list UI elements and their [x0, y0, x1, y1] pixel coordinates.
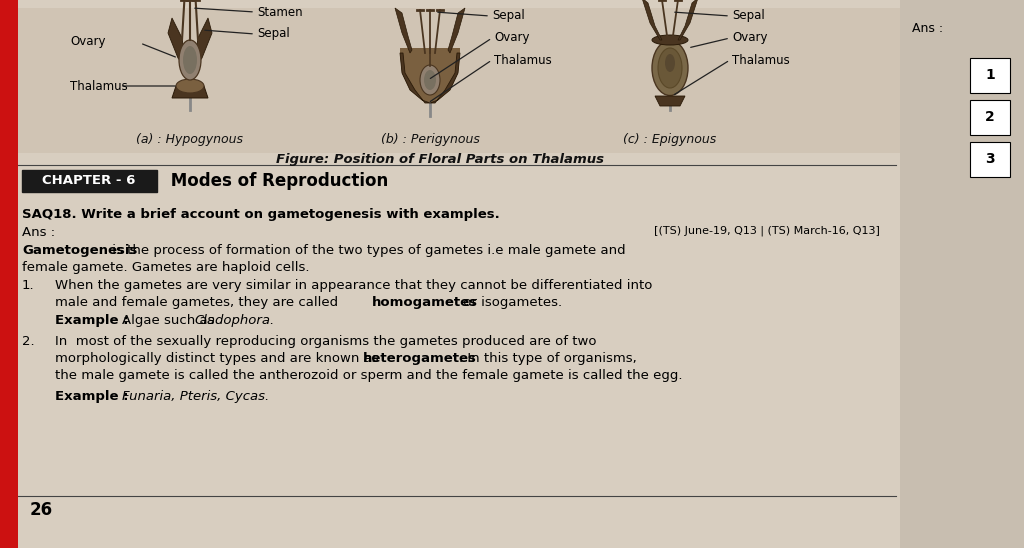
Text: Thalamus: Thalamus [732, 54, 790, 66]
Ellipse shape [420, 65, 440, 95]
Ellipse shape [176, 79, 204, 93]
Text: Algae such as: Algae such as [122, 314, 219, 327]
Polygon shape [400, 53, 430, 103]
Text: (b) : Perigynous: (b) : Perigynous [381, 134, 479, 146]
Text: Sepal: Sepal [732, 9, 765, 22]
Polygon shape [449, 8, 465, 53]
Text: Ans :: Ans : [912, 21, 943, 35]
Text: [(TS) June-19, Q13 | (TS) March-16, Q13]: [(TS) June-19, Q13 | (TS) March-16, Q13] [654, 226, 880, 237]
Ellipse shape [665, 54, 675, 72]
Text: the male gamete is called the antherozoid or sperm and the female gamete is call: the male gamete is called the antherozoi… [55, 369, 683, 382]
Text: or isogametes.: or isogametes. [459, 296, 562, 309]
Polygon shape [400, 48, 460, 103]
Polygon shape [172, 86, 208, 98]
Bar [900, 0, 1024, 548]
Text: Figure: Position of Floral Parts on Thalamus: Figure: Position of Floral Parts on Thal… [276, 153, 604, 166]
Polygon shape [642, 0, 662, 40]
Text: (c) : Epigynous: (c) : Epigynous [624, 134, 717, 146]
Bar [970, 142, 1010, 177]
Ellipse shape [652, 41, 688, 95]
Bar [970, 58, 1010, 93]
Ellipse shape [658, 48, 682, 88]
Text: Ans :: Ans : [22, 226, 55, 239]
Text: In  most of the sexually reproducing organisms the gametes produced are of two: In most of the sexually reproducing orga… [55, 335, 597, 348]
Text: (a) : Hypogynous: (a) : Hypogynous [136, 134, 244, 146]
Text: 3: 3 [985, 152, 994, 166]
Text: male and female gametes, they are called: male and female gametes, they are called [55, 296, 342, 309]
Polygon shape [678, 0, 698, 40]
Text: Ovary: Ovary [732, 31, 768, 44]
Polygon shape [190, 18, 212, 73]
Text: morphologically distinct types and are known as: morphologically distinct types and are k… [55, 352, 383, 365]
Text: heterogametes: heterogametes [362, 352, 477, 365]
Text: Ovary: Ovary [70, 36, 105, 49]
Ellipse shape [183, 46, 197, 74]
Bar [970, 100, 1010, 135]
Text: is the process of formation of the two types of gametes i.e male gamete and: is the process of formation of the two t… [108, 244, 626, 257]
Text: Sepal: Sepal [492, 9, 524, 22]
Polygon shape [655, 96, 685, 106]
Text: homogametes: homogametes [372, 296, 478, 309]
Text: 1.: 1. [22, 279, 35, 292]
Text: SAQ18. Write a brief account on gametogenesis with examples.: SAQ18. Write a brief account on gametoge… [22, 208, 500, 221]
Text: Thalamus: Thalamus [70, 79, 128, 93]
Text: When the gametes are very similar in appearance that they cannot be differentiat: When the gametes are very similar in app… [55, 279, 652, 292]
Ellipse shape [424, 70, 436, 90]
Text: Funaria, Pteris, Cycas.: Funaria, Pteris, Cycas. [122, 390, 269, 403]
Text: Modes of Reproduction: Modes of Reproduction [165, 172, 388, 190]
Text: 2: 2 [985, 110, 995, 124]
Text: Example :: Example : [55, 314, 133, 327]
Text: Gametogenesis: Gametogenesis [22, 244, 137, 257]
Text: 2.: 2. [22, 335, 35, 348]
Bar [18, 8, 900, 153]
Text: Ovary: Ovary [494, 31, 529, 44]
Ellipse shape [652, 35, 688, 45]
Bar [22, 170, 157, 192]
Polygon shape [430, 53, 460, 103]
Polygon shape [168, 18, 190, 73]
Polygon shape [395, 8, 412, 53]
Text: 26: 26 [30, 501, 53, 519]
Ellipse shape [179, 40, 201, 80]
Text: Cladophora.: Cladophora. [194, 314, 274, 327]
Text: Stamen: Stamen [257, 5, 303, 19]
Text: Thalamus: Thalamus [494, 54, 552, 66]
Text: Sepal: Sepal [257, 27, 290, 41]
Text: 1: 1 [985, 68, 995, 82]
Text: female gamete. Gametes are haploid cells.: female gamete. Gametes are haploid cells… [22, 261, 309, 274]
Text: Example :: Example : [55, 390, 133, 403]
Text: . In this type of organisms,: . In this type of organisms, [459, 352, 637, 365]
Text: CHAPTER - 6: CHAPTER - 6 [42, 174, 136, 187]
Bar [0, 0, 18, 548]
